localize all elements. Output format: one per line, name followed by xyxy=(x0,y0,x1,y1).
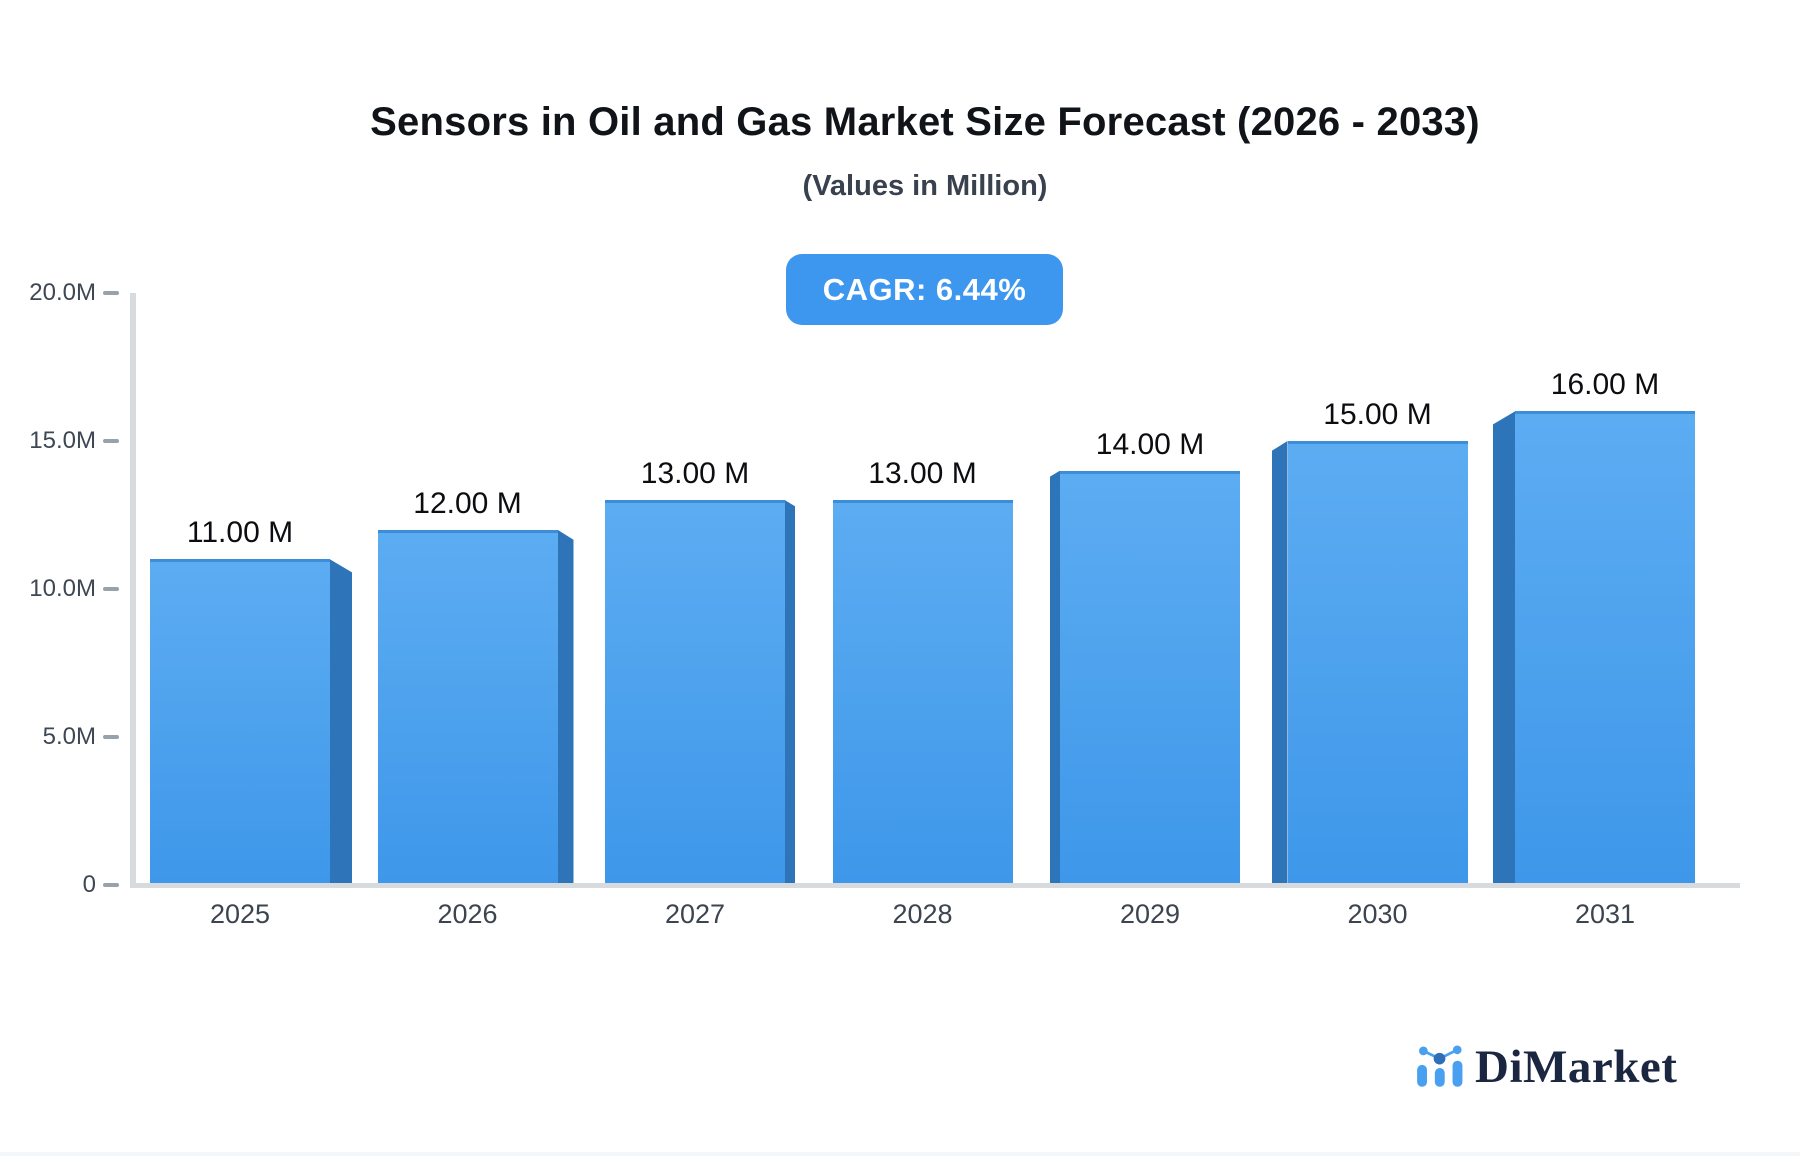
bar-side-panel xyxy=(557,529,574,883)
y-axis-line xyxy=(130,293,136,885)
bar-2030 xyxy=(1287,441,1468,883)
x-axis-label: 2029 xyxy=(1119,899,1181,929)
brand-name: DiMarket xyxy=(1475,1041,1678,1093)
bar-side-panel xyxy=(1271,441,1288,883)
x-axis-label: 2031 xyxy=(1574,899,1636,929)
bar-side-panel xyxy=(1050,470,1060,883)
bar-value-label: 13.00 M xyxy=(640,457,750,491)
y-tick-mark xyxy=(103,883,119,887)
x-axis-label: 2026 xyxy=(437,899,498,929)
bar-2028 xyxy=(832,500,1013,883)
bar-2031 xyxy=(1515,411,1695,883)
cagr-badge-label: CAGR: 6.44% xyxy=(822,271,1027,307)
bar-value-label: 14.00 M xyxy=(1095,427,1205,461)
x-axis-label: 2030 xyxy=(1347,899,1408,929)
y-tick-label: 0 xyxy=(82,871,96,898)
y-tick-label: 10.0M xyxy=(29,575,96,602)
y-tick-label: 15.0M xyxy=(29,427,96,454)
bar-side-panel xyxy=(330,559,352,883)
cagr-badge: CAGR: 6.44% xyxy=(786,254,1063,325)
y-tick-mark xyxy=(103,587,119,591)
bar-value-label: 15.00 M xyxy=(1323,398,1432,431)
chart-title: Sensors in Oil and Gas Market Size Forec… xyxy=(370,100,1480,144)
bar-2026 xyxy=(377,529,558,883)
brand-logo: DiMarket xyxy=(1414,1040,1677,1094)
x-axis-label: 2028 xyxy=(892,899,953,929)
bar-side-panel xyxy=(1493,411,1515,883)
y-tick-mark xyxy=(103,439,119,443)
y-tick-label: 20.0M xyxy=(29,279,96,306)
bar-value-label: 16.00 M xyxy=(1550,368,1660,402)
y-tick-mark xyxy=(103,291,119,295)
bar-2029 xyxy=(1060,470,1240,883)
y-tick-label: 5.0M xyxy=(42,723,96,750)
bar-side-panel xyxy=(785,500,795,883)
x-baseline xyxy=(130,883,1740,888)
bar-2025 xyxy=(150,559,330,883)
bottom-edge-strip xyxy=(0,1152,1800,1156)
bar-chart-logo-icon xyxy=(1417,1045,1463,1087)
x-axis-label: 2025 xyxy=(209,899,271,929)
bar-value-label: 12.00 M xyxy=(413,486,522,520)
bar-2027 xyxy=(605,500,785,883)
bar-value-label: 11.00 M xyxy=(186,516,294,550)
y-tick-mark xyxy=(103,735,119,739)
x-axis-label: 2027 xyxy=(664,899,726,929)
bar-value-label: 13.00 M xyxy=(868,457,977,491)
chart-subtitle: (Values in Million) xyxy=(802,170,1048,202)
